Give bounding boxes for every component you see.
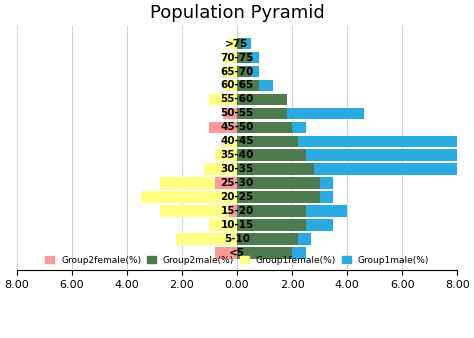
Bar bbox=[237, 79, 273, 92]
Bar bbox=[210, 219, 237, 231]
Text: 15-20: 15-20 bbox=[220, 207, 254, 216]
Bar bbox=[237, 206, 306, 217]
Bar bbox=[204, 164, 237, 175]
Bar bbox=[237, 177, 333, 189]
Bar bbox=[215, 177, 237, 189]
Title: Population Pyramid: Population Pyramid bbox=[150, 4, 324, 22]
Bar bbox=[237, 66, 259, 77]
Bar bbox=[223, 66, 237, 77]
Bar bbox=[237, 234, 311, 245]
Text: 20-25: 20-25 bbox=[220, 192, 254, 202]
Bar bbox=[237, 66, 251, 77]
Bar bbox=[237, 136, 474, 147]
Text: 45-50: 45-50 bbox=[220, 122, 254, 132]
Text: 50-55: 50-55 bbox=[220, 108, 254, 119]
Bar bbox=[223, 136, 237, 147]
Text: 35-40: 35-40 bbox=[220, 150, 254, 161]
Text: 25-30: 25-30 bbox=[220, 178, 254, 188]
Bar bbox=[237, 38, 243, 49]
Bar bbox=[210, 122, 237, 134]
Bar bbox=[237, 52, 259, 64]
Bar bbox=[223, 52, 237, 64]
Text: 60-65: 60-65 bbox=[220, 80, 254, 91]
Bar bbox=[237, 247, 292, 259]
Bar bbox=[237, 149, 306, 161]
Bar bbox=[215, 149, 237, 161]
Bar bbox=[237, 191, 333, 203]
Bar bbox=[237, 191, 319, 203]
Bar bbox=[237, 122, 306, 134]
Bar bbox=[237, 94, 287, 105]
Legend: Group2female(%), Group2male(%), Group1female(%), Group1male(%): Group2female(%), Group2male(%), Group1fe… bbox=[41, 252, 433, 268]
Bar bbox=[237, 164, 314, 175]
Text: 10-15: 10-15 bbox=[220, 220, 254, 231]
Text: 65-70: 65-70 bbox=[220, 67, 254, 76]
Bar bbox=[160, 177, 237, 189]
Text: >75: >75 bbox=[225, 39, 249, 49]
Bar bbox=[237, 107, 287, 119]
Bar bbox=[237, 219, 333, 231]
Bar bbox=[237, 52, 251, 64]
Bar bbox=[223, 107, 237, 119]
Bar bbox=[237, 94, 287, 105]
Bar bbox=[215, 247, 237, 259]
Bar bbox=[176, 234, 237, 245]
Text: 70-75: 70-75 bbox=[220, 52, 254, 63]
Bar bbox=[229, 206, 237, 217]
Bar bbox=[223, 79, 237, 92]
Bar bbox=[237, 136, 298, 147]
Bar bbox=[237, 177, 319, 189]
Bar bbox=[223, 107, 237, 119]
Bar bbox=[237, 38, 251, 49]
Bar bbox=[237, 122, 292, 134]
Bar bbox=[237, 219, 306, 231]
Bar bbox=[237, 234, 298, 245]
Text: 40-45: 40-45 bbox=[220, 137, 254, 146]
Text: 55-60: 55-60 bbox=[220, 95, 254, 104]
Bar bbox=[210, 94, 237, 105]
Text: 5-10: 5-10 bbox=[224, 234, 250, 244]
Bar bbox=[210, 122, 237, 134]
Bar bbox=[237, 206, 347, 217]
Bar bbox=[237, 79, 259, 92]
Bar bbox=[237, 107, 364, 119]
Bar bbox=[215, 247, 237, 259]
Bar bbox=[229, 38, 237, 49]
Bar bbox=[237, 247, 306, 259]
Text: <5: <5 bbox=[229, 248, 245, 258]
Text: 30-35: 30-35 bbox=[220, 164, 254, 174]
Bar bbox=[237, 149, 457, 161]
Bar bbox=[237, 164, 466, 175]
Bar bbox=[141, 191, 237, 203]
Bar bbox=[160, 206, 237, 217]
